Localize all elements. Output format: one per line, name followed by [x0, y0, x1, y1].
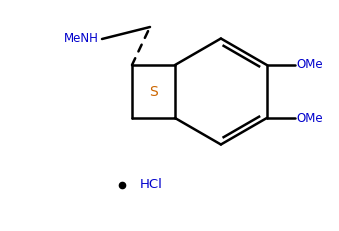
Text: OMe: OMe: [297, 112, 323, 125]
Text: MeNH: MeNH: [64, 33, 99, 46]
Text: HCl: HCl: [140, 179, 163, 191]
Text: S: S: [149, 85, 158, 98]
Text: OMe: OMe: [297, 58, 323, 72]
